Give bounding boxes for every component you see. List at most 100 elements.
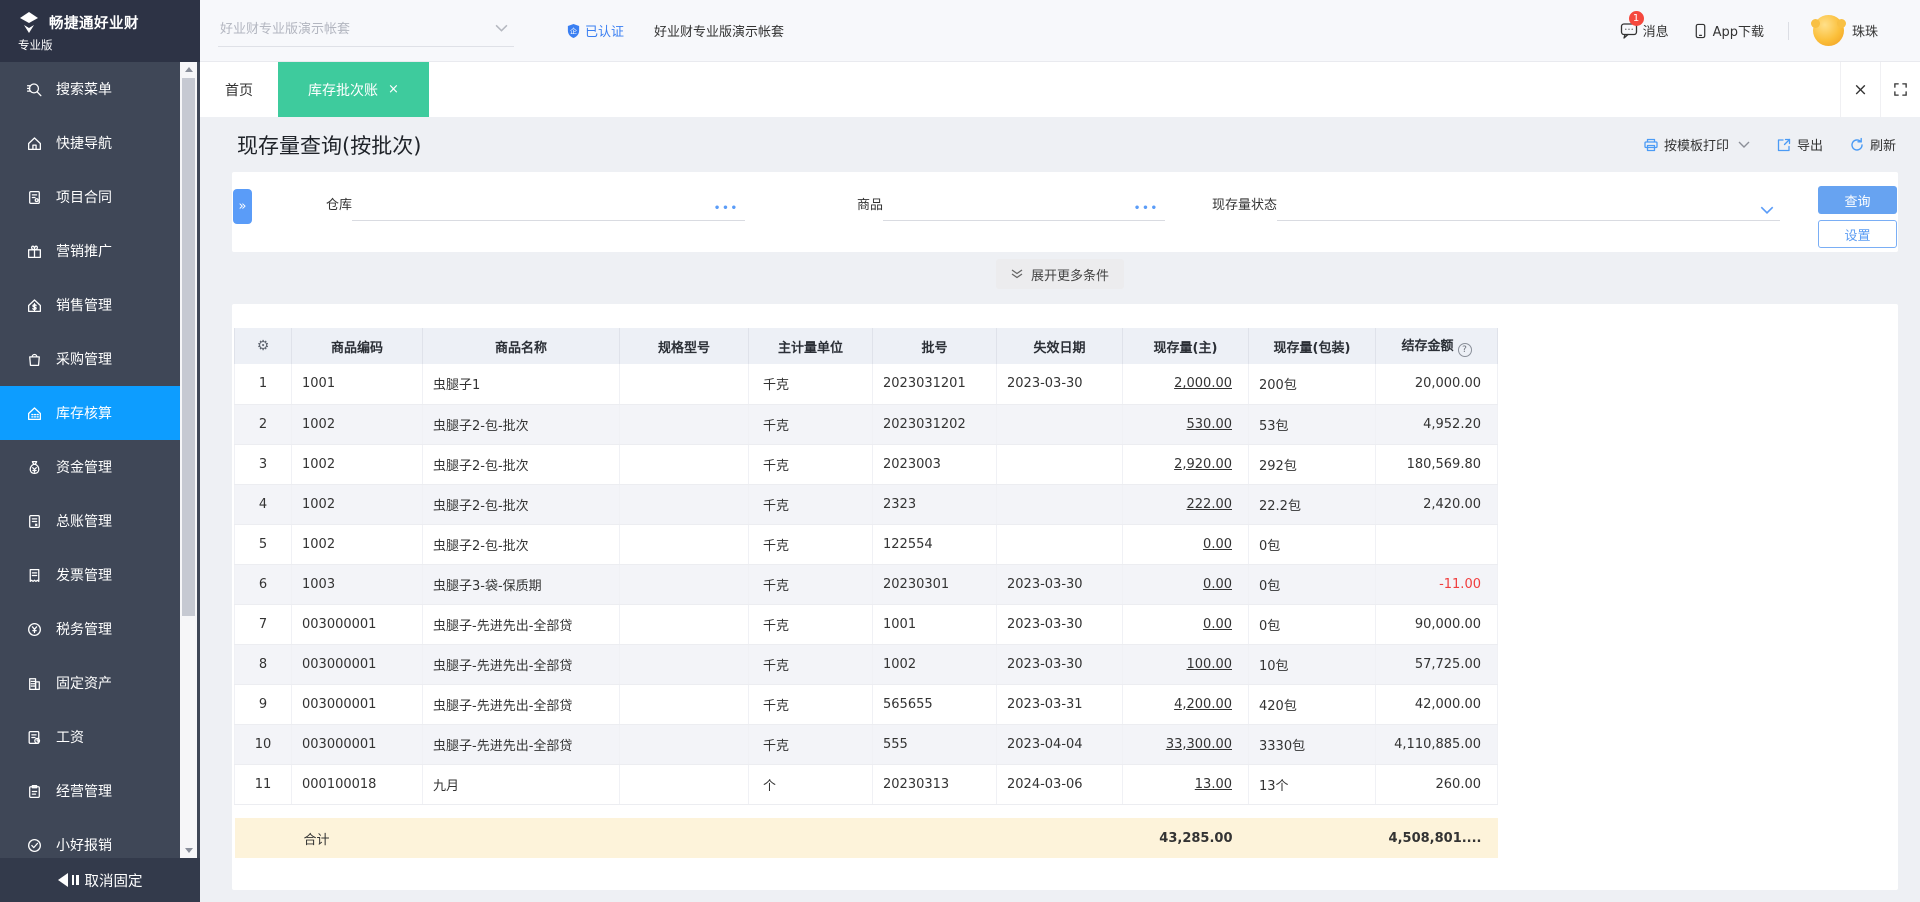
qty-main-link[interactable]: 2,000.00 — [1174, 376, 1232, 392]
table-row[interactable]: 10 003000001 虫腿子-先进先出-全部贷 千克 555 2023-04-04 33… — [234, 724, 1898, 765]
qty-main-link[interactable]: 4,200.00 — [1174, 696, 1232, 712]
column-header[interactable]: 现存量(主) — [1122, 328, 1249, 364]
more-options-icon[interactable]: ••• — [713, 203, 739, 214]
product-input[interactable]: ••• — [883, 203, 1165, 221]
help-icon[interactable]: ? — [1457, 343, 1472, 357]
table-row[interactable]: 5 1002 虫腿子2-包-批次 千克 122554 0.00 0包 — [234, 524, 1898, 565]
messages-button[interactable]: 1 消息 — [1620, 11, 1669, 40]
cell-empty — [1497, 724, 1898, 764]
cell-num: 3 — [234, 444, 292, 485]
qty-main-link[interactable]: 2,920.00 — [1174, 456, 1232, 472]
column-header[interactable]: 商品名称 — [422, 328, 620, 364]
warehouse-input[interactable]: ••• — [352, 203, 745, 221]
ledger-icon — [25, 512, 43, 530]
sidebar-item-clipboard[interactable]: 经营管理 — [0, 764, 180, 818]
table-row[interactable]: 4 1002 虫腿子2-包-批次 千克 2323 222.00 22.2包 2,420.00 — [234, 484, 1898, 525]
chevron-down-icon — [495, 24, 508, 32]
qty-main-link[interactable]: 100.00 — [1186, 656, 1233, 672]
column-header[interactable]: 主计量单位 — [748, 328, 873, 364]
messages-badge: 1 — [1628, 11, 1644, 26]
export-icon — [1776, 137, 1792, 153]
sidebar-item-label: 搜索菜单 — [56, 82, 112, 98]
sidebar-item-building[interactable]: 固定资产 — [0, 656, 180, 710]
cell-name: 虫腿子-先进先出-全部贷 — [422, 604, 620, 645]
scroll-up-icon[interactable] — [180, 62, 197, 77]
sidebar-item-salary[interactable]: 工资 — [0, 710, 180, 764]
cell-expiry: 2023-04-04 — [996, 724, 1123, 765]
sidebar-item-contract[interactable]: 项目合同 — [0, 170, 180, 224]
stock-status-select[interactable] — [1277, 206, 1780, 221]
table-row[interactable]: 3 1002 虫腿子2-包-批次 千克 2023003 2,920.00 292包 180,5… — [234, 444, 1898, 485]
refresh-button[interactable]: 刷新 — [1849, 135, 1896, 154]
gear-icon[interactable]: ⚙ — [256, 338, 270, 354]
tab-inventory-batch[interactable]: 库存批次账 × — [278, 62, 429, 117]
cell-qty_main: 2,920.00 — [1122, 444, 1249, 485]
qty-main-link[interactable]: 33,300.00 — [1165, 736, 1232, 752]
cell-qty_main: 33,300.00 — [1122, 724, 1249, 765]
collapse-filter-button[interactable]: » — [233, 189, 252, 224]
close-page-button[interactable]: × — [1840, 62, 1880, 117]
table-row[interactable]: 1 1001 虫腿子1 千克 2023031201 2023-03-30 2,000.00 2… — [234, 364, 1898, 405]
cell-name: 虫腿子-先进先出-全部贷 — [422, 644, 620, 685]
table-row[interactable]: 8 003000001 虫腿子-先进先出-全部贷 千克 1002 2023-03-30 10… — [234, 644, 1898, 685]
table-row[interactable]: 11 000100018 九月 个 20230313 2024-03-06 13.00 13个… — [234, 764, 1898, 805]
chevron-down-icon[interactable] — [1760, 206, 1774, 214]
sidebar-item-ledger[interactable]: 总账管理 — [0, 494, 180, 548]
qty-main-link[interactable]: 0.00 — [1203, 536, 1232, 552]
user-menu[interactable]: 珠珠 — [1810, 15, 1878, 46]
table-row[interactable]: 7 003000001 虫腿子-先进先出-全部贷 千克 1001 2023-03-30 0.… — [234, 604, 1898, 645]
column-header[interactable]: 现存量(包装) — [1248, 328, 1376, 364]
table-row[interactable]: 2 1002 虫腿子2-包-批次 千克 2023031202 530.00 53包 4,952… — [234, 404, 1898, 445]
qty-main-link[interactable]: 530.00 — [1186, 416, 1233, 432]
sidebar-item-money-bag[interactable]: 资金管理 — [0, 440, 180, 494]
unpin-sidebar-button[interactable]: 取消固定 — [0, 858, 200, 902]
cell-empty — [1497, 764, 1898, 804]
chevron-down-icon[interactable] — [1738, 141, 1750, 148]
cell-spec — [619, 364, 749, 405]
sidebar-item-warehouse[interactable]: 库存核算 — [0, 386, 180, 440]
sidebar-item-reimburse[interactable]: 小好报销 — [0, 818, 180, 858]
sidebar-item-search[interactable]: 搜索菜单 — [0, 62, 180, 116]
scrollbar-thumb[interactable] — [182, 78, 195, 616]
qty-main-link[interactable]: 0.00 — [1203, 616, 1232, 632]
qty-main-link[interactable]: 0.00 — [1203, 576, 1232, 592]
qty-main-link[interactable]: 222.00 — [1186, 496, 1233, 512]
sidebar-item-tax[interactable]: 税务管理 — [0, 602, 180, 656]
cell-qty_pkg: 0包 — [1248, 604, 1376, 645]
column-settings-button[interactable]: ⚙ — [234, 328, 292, 364]
export-button[interactable]: 导出 — [1776, 135, 1823, 154]
app-download-button[interactable]: App下载 — [1693, 21, 1764, 40]
sidebar-item-purchase-bag[interactable]: 采购管理 — [0, 332, 180, 386]
query-button[interactable]: 查询 — [1818, 186, 1897, 214]
tab-close-icon[interactable]: × — [388, 82, 399, 97]
sidebar-item-gift[interactable]: 营销推广 — [0, 224, 180, 278]
qty-main-link[interactable]: 13.00 — [1194, 776, 1232, 792]
cell-num: 11 — [234, 764, 292, 805]
scroll-down-icon[interactable] — [180, 843, 197, 858]
more-options-icon[interactable]: ••• — [1133, 203, 1159, 214]
cell-num: 9 — [234, 684, 292, 725]
cell-expiry: 2023-03-30 — [996, 564, 1123, 605]
print-by-template-button[interactable]: 按模板打印 — [1643, 135, 1750, 154]
cell-empty — [1497, 404, 1898, 444]
sidebar-item-home[interactable]: 快捷导航 — [0, 116, 180, 170]
table-row[interactable]: 6 1003 虫腿子3-袋-保质期 千克 20230301 2023-03-30 0.00 0… — [234, 564, 1898, 605]
warehouse-icon — [25, 404, 43, 422]
column-header[interactable]: 规格型号 — [619, 328, 749, 364]
cell-spec — [619, 564, 749, 605]
column-header[interactable]: 商品编码 — [291, 328, 423, 364]
column-header[interactable]: 失效日期 — [996, 328, 1123, 364]
sidebar-item-sales[interactable]: 销售管理 — [0, 278, 180, 332]
account-selector[interactable]: 好业财专业版演示帐套 — [218, 14, 514, 47]
sidebar-item-invoice[interactable]: 发票管理 — [0, 548, 180, 602]
expand-more-conditions-button[interactable]: 展开更多条件 — [995, 259, 1124, 289]
cell-empty — [1497, 564, 1898, 604]
column-header[interactable]: 结存金额? — [1375, 328, 1498, 364]
column-header[interactable]: 批号 — [872, 328, 997, 364]
sidebar-scrollbar[interactable] — [180, 62, 197, 858]
fullscreen-button[interactable] — [1880, 62, 1920, 117]
settings-button[interactable]: 设置 — [1818, 220, 1897, 248]
certified-badge: 企 已认证 — [566, 21, 624, 40]
table-row[interactable]: 9 003000001 虫腿子-先进先出-全部贷 千克 565655 2023-03-31… — [234, 684, 1898, 725]
tab-home[interactable]: 首页 — [225, 82, 253, 99]
